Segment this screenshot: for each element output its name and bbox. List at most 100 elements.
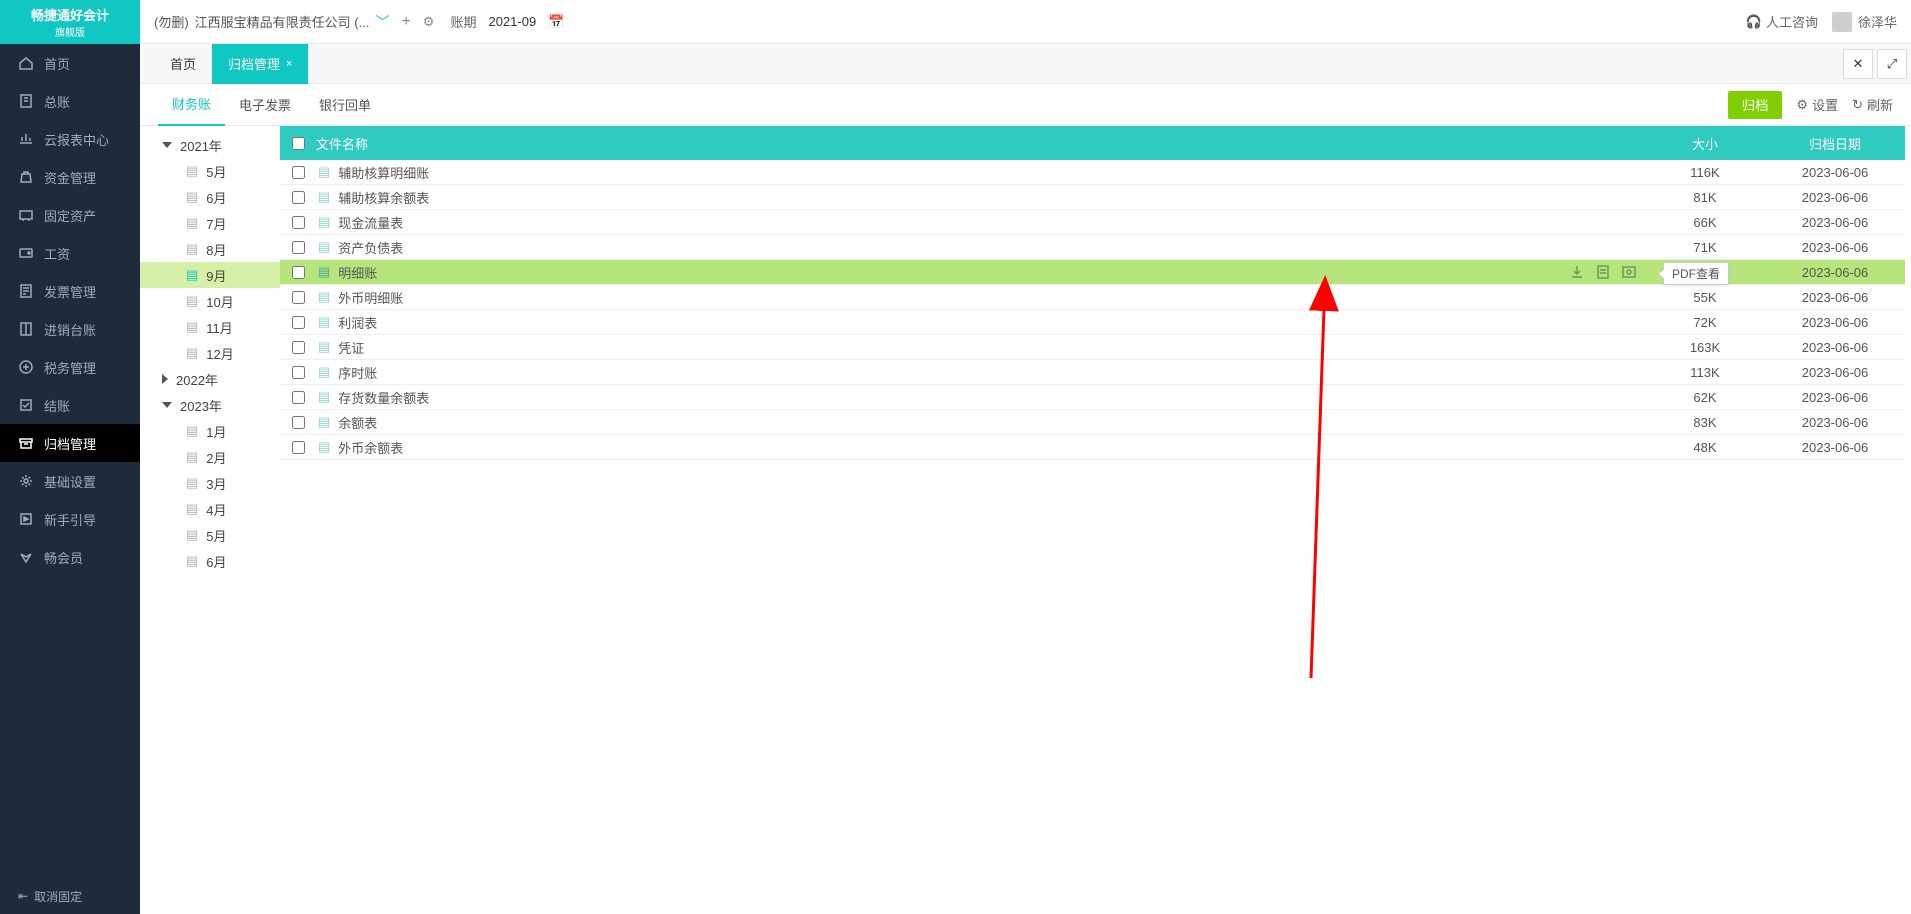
tree-month[interactable]: ▤10月 [140,288,280,314]
folder-icon: ▤ [318,239,330,255]
refresh-link[interactable]: ↻ 刷新 [1852,95,1893,114]
table-row[interactable]: ▤现金流量表66K2023-06-06 [280,210,1905,235]
tree-month[interactable]: ▤2月 [140,444,280,470]
subtab-财务账[interactable]: 财务账 [158,84,225,126]
table-row[interactable]: ▤辅助核算明细账116K2023-06-06 [280,160,1905,185]
tree-month[interactable]: ▤12月 [140,340,280,366]
tree-month[interactable]: ▤4月 [140,496,280,522]
sidebar-item-chart[interactable]: 云报表中心 [0,120,140,158]
table-row[interactable]: ▤辅助核算余额表81K2023-06-06 [280,185,1905,210]
download-icon[interactable] [1569,264,1585,280]
tree-year[interactable]: 2022年 [140,366,280,392]
close-tab-button[interactable]: ✕ [1843,49,1873,79]
period-label: 账期 [450,12,476,31]
row-checkbox[interactable] [292,341,305,354]
sidebar-item-gear[interactable]: 基础设置 [0,462,140,500]
close-icon[interactable]: × [286,58,292,70]
preview-icon[interactable] [1621,264,1637,280]
sidebar-item-ledger[interactable]: 总账 [0,82,140,120]
row-checkbox[interactable] [292,166,305,179]
table-row[interactable]: ▤资产负债表71K2023-06-06 [280,235,1905,260]
row-checkbox[interactable] [292,266,305,279]
table-row[interactable]: ▤利润表72K2023-06-06 [280,310,1905,335]
tab-归档管理[interactable]: 归档管理× [212,44,308,84]
sidebar-item-guide[interactable]: 新手引导 [0,500,140,538]
chevron-down-icon: ﹀ [375,12,389,32]
row-checkbox[interactable] [292,366,305,379]
table-row[interactable]: ▤外币明细账55K2023-06-06 [280,285,1905,310]
row-checkbox[interactable] [292,441,305,454]
tree-month[interactable]: ▤6月 [140,548,280,574]
ledger-icon [18,93,34,109]
tree-month[interactable]: ▤5月 [140,522,280,548]
file-size: 116K [1645,165,1765,180]
company-selector[interactable]: (勿删) 江西服宝精品有限责任公司 (... ﹀ [154,12,389,32]
sidebar-item-label: 云报表中心 [44,130,109,149]
file-name: 外币明细账 [338,288,403,307]
folder-icon: ▤ [318,339,330,355]
col-size: 大小 [1692,137,1718,152]
row-checkbox[interactable] [292,316,305,329]
gear-icon: ⚙ [1796,97,1808,113]
sidebar-item-vip[interactable]: 畅会员 [0,538,140,576]
settings-link[interactable]: ⚙ 设置 [1796,95,1838,114]
file-size: 66K [1645,215,1765,230]
sidebar-item-asset[interactable]: 固定资产 [0,196,140,234]
expand-tab-button[interactable]: ⤢ [1877,49,1907,79]
guide-icon [18,511,34,527]
sidebar-item-tax[interactable]: 税务管理 [0,348,140,386]
tree-month[interactable]: ▤9月 [140,262,280,288]
sidebar-item-invoice[interactable]: 发票管理 [0,272,140,310]
unpin-icon: ⇤ [18,889,28,903]
row-checkbox[interactable] [292,241,305,254]
folder-icon: ▤ [318,264,330,280]
table-row[interactable]: ▤明细账PDF查看46K2023-06-06 [280,260,1905,285]
tree-month[interactable]: ▤6月 [140,184,280,210]
unpin-label: 取消固定 [34,888,82,905]
sidebar-item-archive[interactable]: 归档管理 [0,424,140,462]
row-checkbox[interactable] [292,291,305,304]
row-checkbox[interactable] [292,391,305,404]
chevron-right-icon [162,374,168,384]
tree-month[interactable]: ▤7月 [140,210,280,236]
table-row[interactable]: ▤余额表83K2023-06-06 [280,410,1905,435]
tree-month[interactable]: ▤11月 [140,314,280,340]
tree-month[interactable]: ▤3月 [140,470,280,496]
sidebar-item-book[interactable]: 进销台账 [0,310,140,348]
settings-icon[interactable]: ⚙ [423,14,435,30]
folder-icon: ▤ [318,389,330,405]
row-checkbox[interactable] [292,416,305,429]
user-menu[interactable]: 徐泽华 [1832,12,1897,32]
archive-button[interactable]: 归档 [1728,91,1783,119]
wallet-icon [18,245,34,261]
tab-首页[interactable]: 首页 [154,44,212,84]
archive-date: 2023-06-06 [1765,290,1905,305]
subtab-银行回单[interactable]: 银行回单 [305,84,385,126]
table-row[interactable]: ▤序时账113K2023-06-06 [280,360,1905,385]
folder-icon: ▤ [186,319,198,335]
pdf-icon[interactable] [1595,264,1611,280]
row-checkbox[interactable] [292,191,305,204]
sidebar-item-close-period[interactable]: 结账 [0,386,140,424]
select-all-checkbox[interactable] [292,137,305,150]
table-row[interactable]: ▤存货数量余额表62K2023-06-06 [280,385,1905,410]
folder-icon: ▤ [318,439,330,455]
tree-month[interactable]: ▤8月 [140,236,280,262]
archive-date: 2023-06-06 [1765,415,1905,430]
add-icon[interactable]: + [401,13,410,31]
calendar-icon[interactable]: 📅 [548,14,564,30]
tree-year[interactable]: 2023年 [140,392,280,418]
sidebar-item-bag[interactable]: 资金管理 [0,158,140,196]
tree-month[interactable]: ▤1月 [140,418,280,444]
row-checkbox[interactable] [292,216,305,229]
sidebar-item-home[interactable]: 首页 [0,44,140,82]
tree-year[interactable]: 2021年 [140,132,280,158]
sidebar-item-wallet[interactable]: 工资 [0,234,140,272]
unpin-button[interactable]: ⇤ 取消固定 [0,878,140,914]
sidebar-item-label: 结账 [44,396,70,415]
tree-month[interactable]: ▤5月 [140,158,280,184]
consult-button[interactable]: 🎧 人工咨询 [1746,12,1818,31]
table-row[interactable]: ▤凭证163K2023-06-06 [280,335,1905,360]
subtab-电子发票[interactable]: 电子发票 [225,84,305,126]
table-row[interactable]: ▤外币余额表48K2023-06-06 [280,435,1905,460]
